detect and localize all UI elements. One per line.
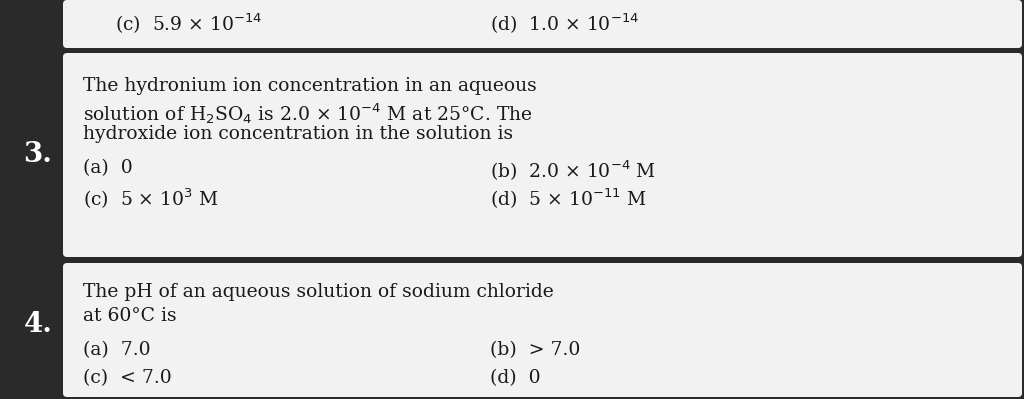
Text: The hydronium ion concentration in an aqueous: The hydronium ion concentration in an aq…: [83, 77, 537, 95]
Text: (d)  0: (d) 0: [490, 369, 541, 387]
Text: (c)  5.9 × 10$^{-14}$: (c) 5.9 × 10$^{-14}$: [115, 12, 262, 36]
Text: (d)  1.0 × 10$^{-14}$: (d) 1.0 × 10$^{-14}$: [490, 12, 639, 36]
Text: (b)  > 7.0: (b) > 7.0: [490, 341, 581, 359]
Text: at 60°C is: at 60°C is: [83, 307, 176, 325]
FancyBboxPatch shape: [63, 0, 1022, 48]
Text: (a)  7.0: (a) 7.0: [83, 341, 151, 359]
FancyBboxPatch shape: [63, 53, 1022, 257]
Text: solution of H$_2$SO$_4$ is 2.0 × 10$^{-4}$ M at 25°C. The: solution of H$_2$SO$_4$ is 2.0 × 10$^{-4…: [83, 101, 532, 126]
Text: (c)  < 7.0: (c) < 7.0: [83, 369, 172, 387]
Text: (c)  5 × 10$^3$ M: (c) 5 × 10$^3$ M: [83, 187, 219, 211]
Text: (b)  2.0 × 10$^{-4}$ M: (b) 2.0 × 10$^{-4}$ M: [490, 159, 656, 184]
Text: (d)  5 × 10$^{-11}$ M: (d) 5 × 10$^{-11}$ M: [490, 187, 646, 211]
Text: 4.: 4.: [24, 312, 52, 338]
FancyBboxPatch shape: [63, 263, 1022, 397]
Text: 3.: 3.: [24, 142, 52, 168]
Text: hydroxide ion concentration in the solution is: hydroxide ion concentration in the solut…: [83, 125, 513, 143]
Text: The pH of an aqueous solution of sodium chloride: The pH of an aqueous solution of sodium …: [83, 283, 554, 301]
Text: (a)  0: (a) 0: [83, 159, 133, 177]
